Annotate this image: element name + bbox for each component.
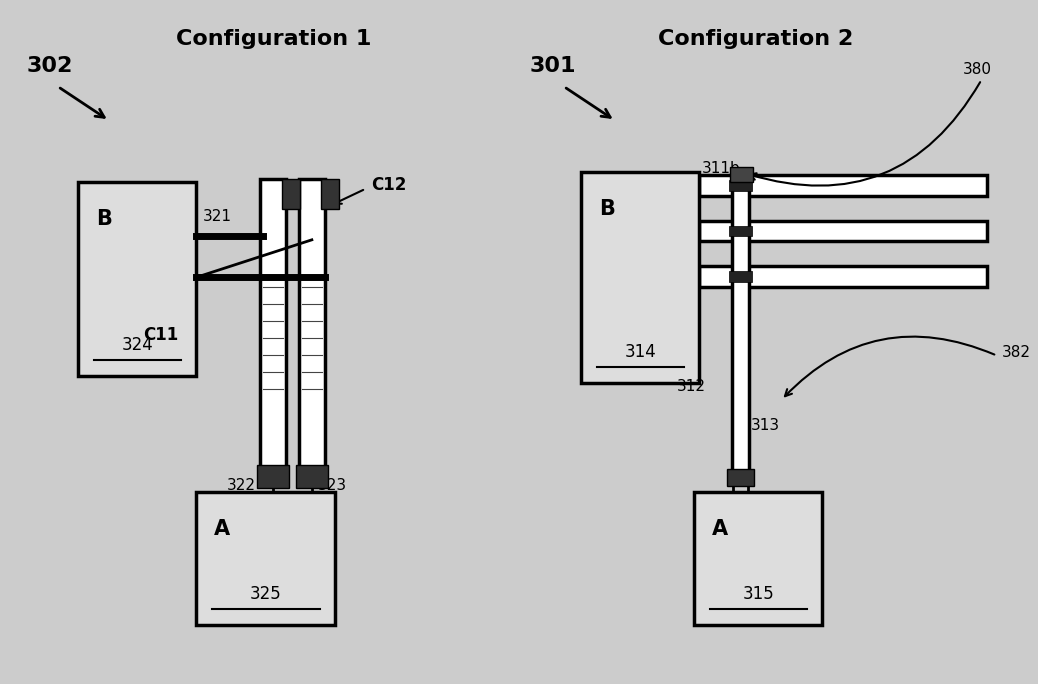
Text: 311b: 311b xyxy=(702,161,740,176)
Bar xyxy=(730,167,753,182)
Bar xyxy=(296,464,328,488)
Text: 380: 380 xyxy=(963,62,991,77)
Bar xyxy=(694,492,822,624)
Text: 315: 315 xyxy=(742,585,774,603)
Text: 324: 324 xyxy=(121,337,154,354)
Bar xyxy=(261,179,285,468)
Text: C11: C11 xyxy=(143,326,179,344)
Bar xyxy=(700,266,987,287)
Bar xyxy=(727,469,754,486)
Bar xyxy=(281,179,300,209)
Text: 325: 325 xyxy=(250,585,281,603)
Text: B: B xyxy=(97,209,112,229)
Bar xyxy=(196,492,335,624)
Text: A: A xyxy=(712,519,728,540)
Text: C12: C12 xyxy=(371,176,406,194)
Text: Configuration 2: Configuration 2 xyxy=(658,29,853,49)
Bar xyxy=(581,172,700,383)
Text: 312: 312 xyxy=(677,379,706,394)
Text: 322: 322 xyxy=(227,478,256,493)
Bar xyxy=(732,175,748,471)
Text: 314: 314 xyxy=(625,343,656,361)
Text: Configuration 1: Configuration 1 xyxy=(175,29,371,49)
Text: 301: 301 xyxy=(530,56,576,76)
Bar xyxy=(257,464,289,488)
Bar xyxy=(729,271,752,282)
Bar xyxy=(299,179,325,468)
Text: 313: 313 xyxy=(750,418,780,432)
Text: B: B xyxy=(599,199,614,219)
Bar xyxy=(729,180,752,191)
Bar xyxy=(321,179,339,209)
Text: 382: 382 xyxy=(1002,345,1031,360)
Bar xyxy=(700,175,987,196)
Bar xyxy=(78,182,196,376)
Text: 321: 321 xyxy=(202,209,231,224)
Text: 323: 323 xyxy=(318,478,347,493)
Bar xyxy=(700,221,987,241)
Text: 302: 302 xyxy=(27,56,74,76)
Bar xyxy=(729,226,752,237)
Text: A: A xyxy=(214,519,230,540)
